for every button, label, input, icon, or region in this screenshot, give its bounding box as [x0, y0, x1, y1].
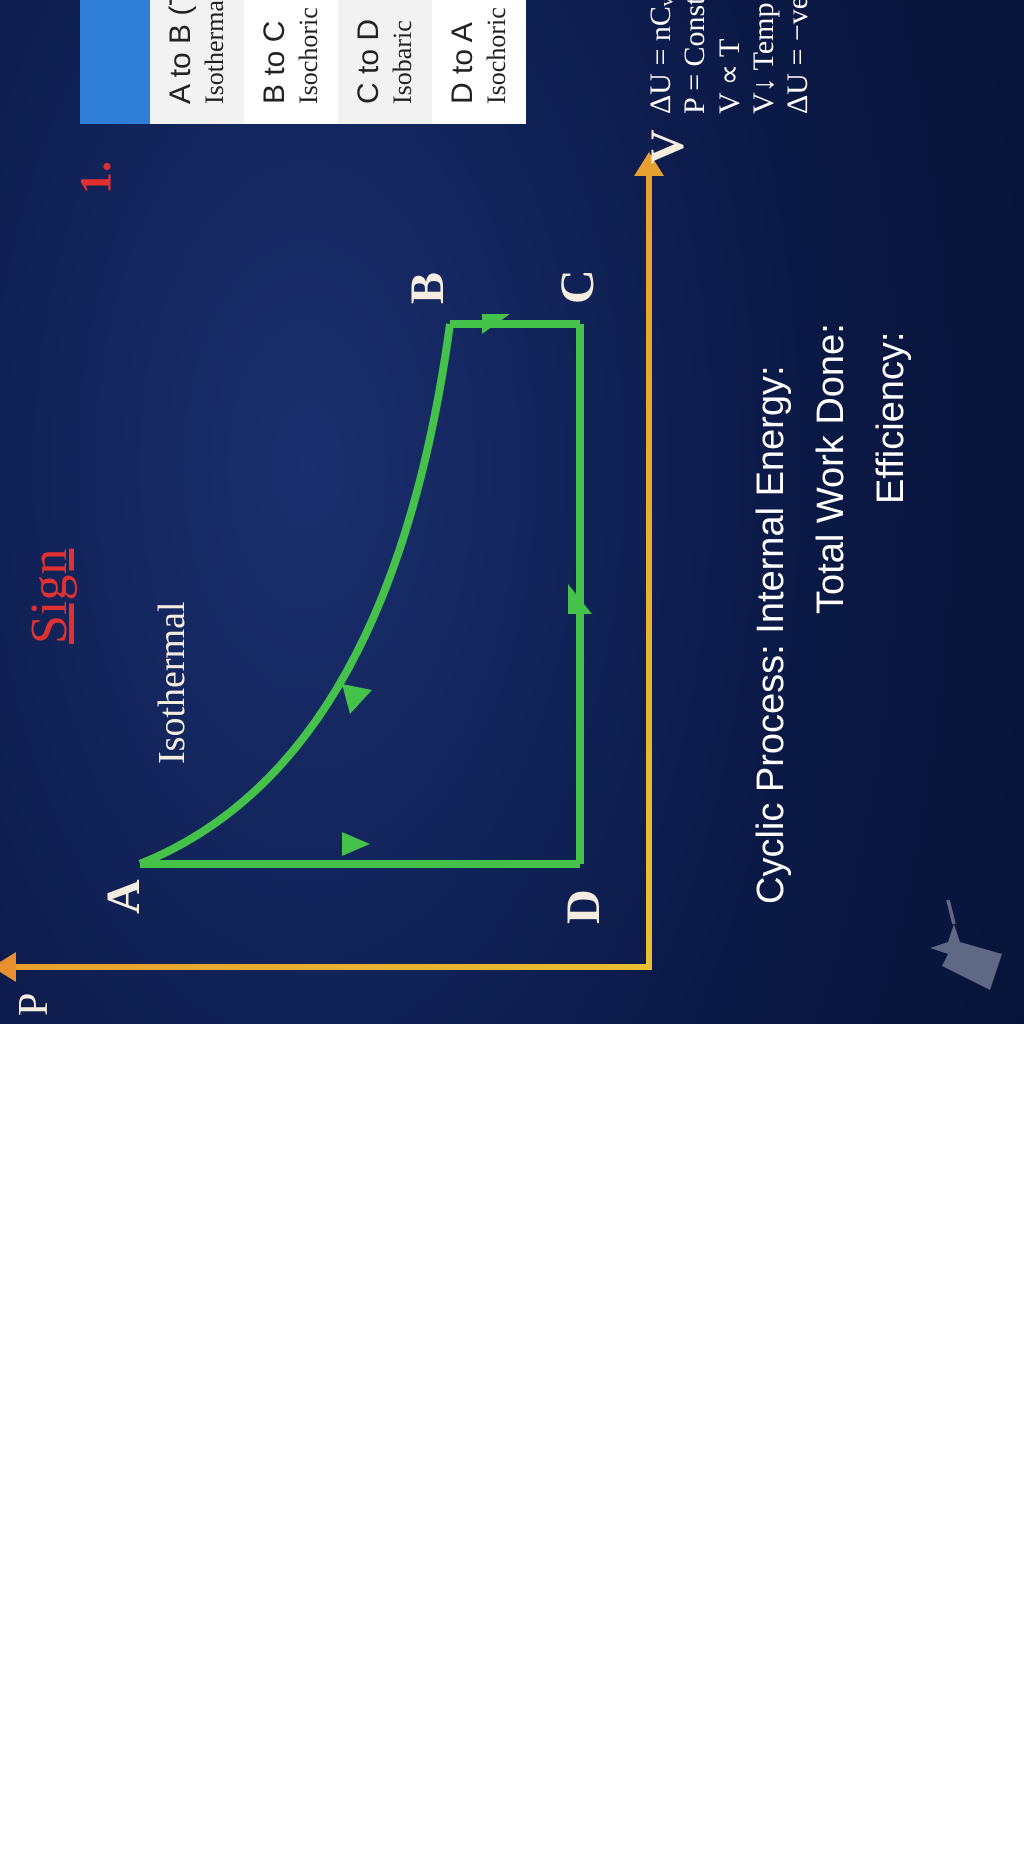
cyclic-process-label: Cyclic Process: Internal Energy:	[750, 365, 793, 904]
table-row-process: D to AIsochoric	[432, 0, 526, 124]
node-b: B	[400, 272, 455, 304]
axis-label-p: P	[10, 993, 58, 1016]
axis-label-v: V	[640, 129, 695, 164]
table-row-process: C to DIsobaric	[338, 0, 432, 124]
page-title: Sign	[20, 549, 79, 644]
pv-diagram	[110, 224, 630, 944]
table-row-process: A to B (T=Const)Isothermal	[150, 0, 244, 124]
note-line: ΔU = −ve	[781, 0, 815, 114]
note-line: ΔU = nCᵥΔT	[644, 0, 678, 114]
x-axis	[646, 170, 652, 970]
table-row-process: B to CIsochoric	[244, 0, 338, 124]
section-number: 1.	[70, 161, 121, 194]
archer-logo-icon	[894, 894, 1014, 1014]
note-line: P = Const	[678, 0, 712, 114]
isothermal-label: Isothermal	[150, 601, 194, 764]
note-line: V↓ Temp↓	[747, 0, 781, 114]
table-header: Process	[80, 0, 150, 124]
note-line: V ∝ T	[712, 0, 747, 114]
process-table: ProcessΔQΔUWA to B (T=Const)Isothermal+v…	[80, 0, 526, 124]
total-work-label: Total Work Done:	[810, 323, 853, 614]
efficiency-label: Efficiency:	[870, 332, 913, 504]
derivation-notes: ΔU = nCᵥΔTP = ConstV ∝ TV↓ Temp↓ΔU = −ve…	[640, 0, 819, 124]
y-axis	[10, 964, 650, 970]
node-a: A	[96, 879, 151, 914]
node-d: D	[556, 889, 611, 924]
node-c: C	[550, 269, 605, 304]
